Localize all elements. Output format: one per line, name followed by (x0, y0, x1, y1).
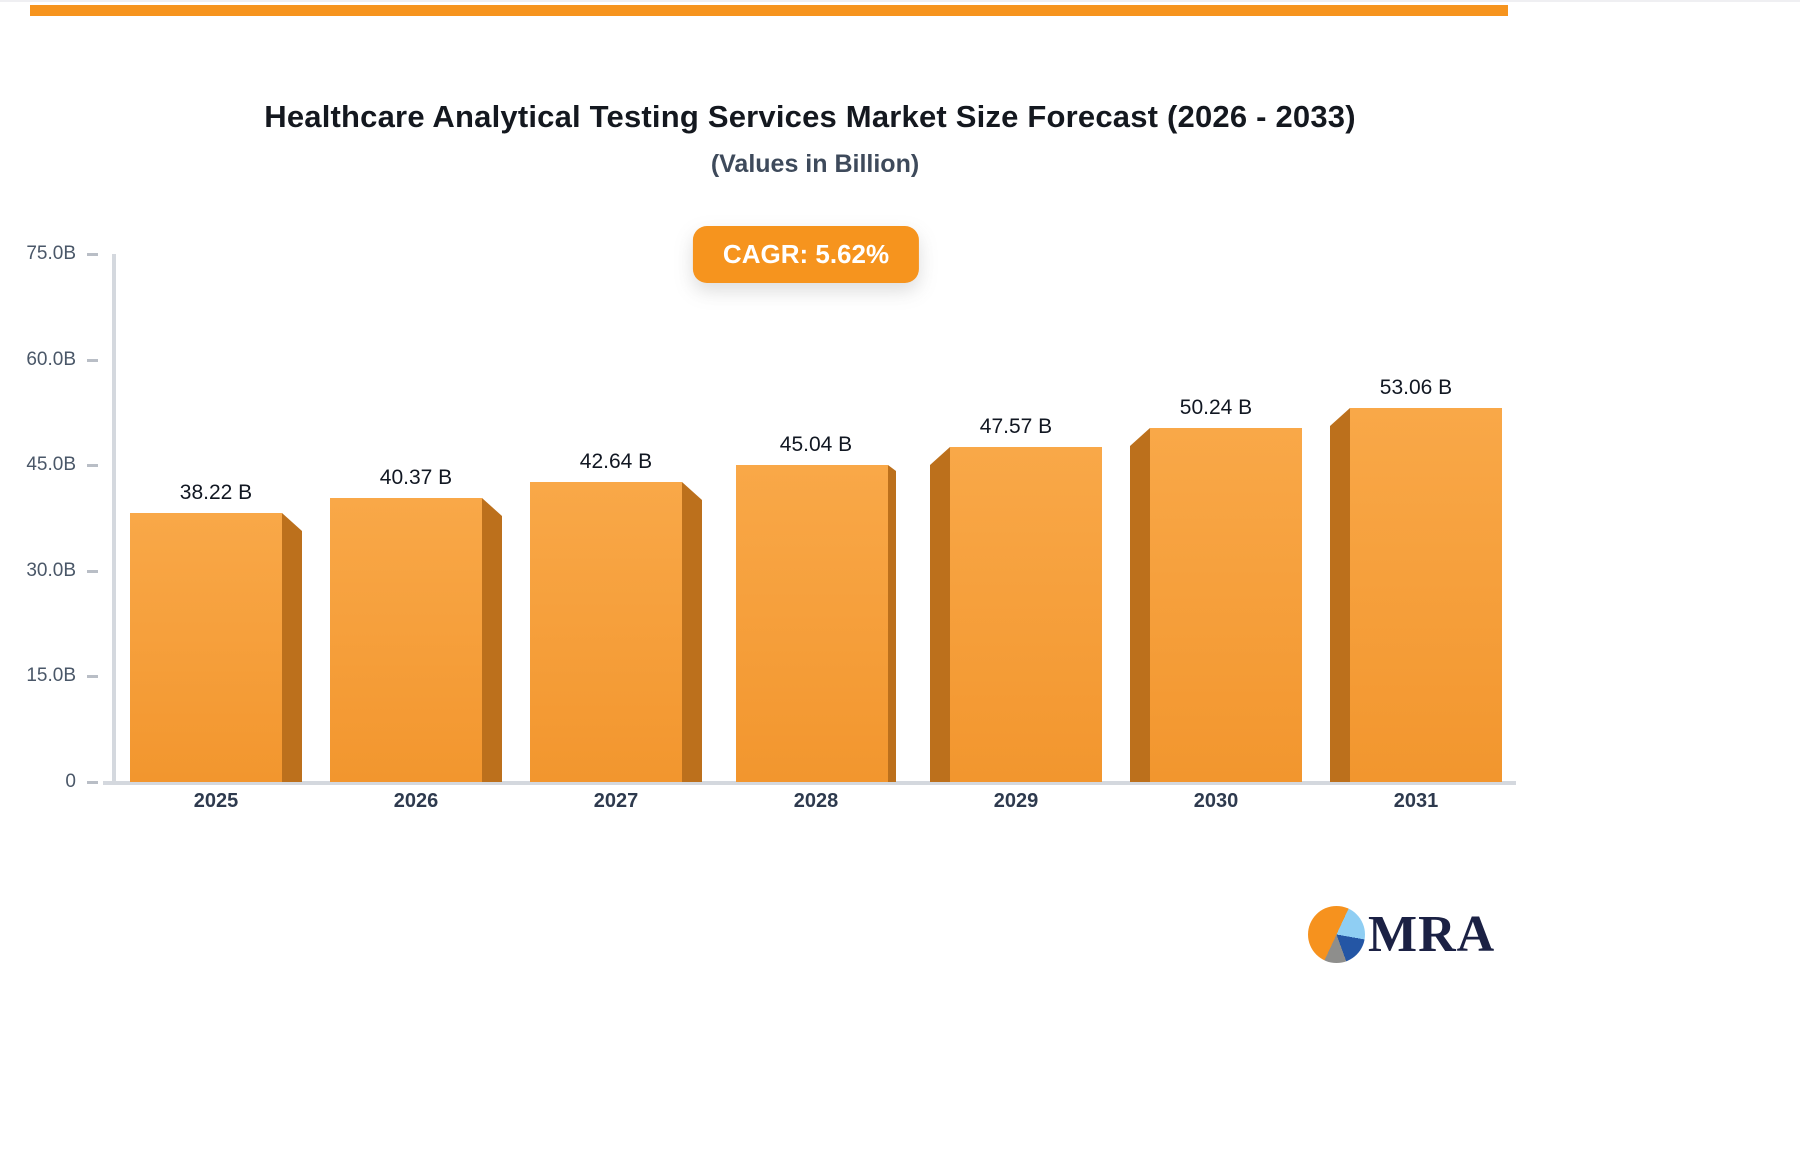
y-tick-mark (87, 675, 98, 679)
y-axis-line (112, 254, 116, 785)
bar-face-2025 (130, 513, 282, 782)
y-tick-label: 60.0B (26, 348, 76, 370)
bar-face-2026 (330, 498, 482, 782)
x-axis-label-2029: 2029 (993, 790, 1039, 812)
x-axis-label-2030: 2030 (1193, 790, 1239, 812)
y-tick-mark (87, 781, 98, 784)
x-axis-label-2031: 2031 (1393, 790, 1439, 812)
y-tick-label: 30.0B (26, 559, 76, 581)
y-tick-mark (87, 569, 98, 573)
chart-subtitle: (Values in Billion) (710, 150, 920, 178)
y-tick-mark (87, 464, 98, 468)
y-tick-label: 75.0B (26, 243, 76, 264)
y-tick-label: 15.0B (26, 665, 76, 687)
y-tick-mark (87, 358, 98, 362)
bar-side-2027 (682, 482, 702, 782)
bar-face-2029 (950, 447, 1102, 782)
y-tick-mark (87, 253, 98, 256)
top-progress-bar (30, 5, 1508, 16)
bar-value-label-2027: 42.64 B (579, 450, 653, 473)
bar-side-2025 (282, 513, 302, 782)
bar-value-label-2026: 40.37 B (379, 466, 453, 489)
bar-side-2026 (482, 498, 502, 782)
cagr-badge: CAGR: 5.62% (692, 226, 920, 283)
logo-text: MRA (1368, 905, 1496, 963)
chart-title: Healthcare Analytical Testing Services M… (264, 99, 1356, 134)
bar-value-label-2025: 38.22 B (179, 481, 253, 504)
y-tick-label: 45.0B (26, 454, 76, 476)
x-axis-label-2027: 2027 (593, 790, 639, 812)
y-tick-label: 0 (65, 771, 76, 792)
bar-side-2031 (1330, 408, 1350, 782)
x-axis-label-2026: 2026 (393, 790, 439, 812)
bar-value-label-2030: 50.24 B (1179, 396, 1253, 419)
bar-value-label-2029: 47.57 B (979, 415, 1053, 438)
bar-side-2029 (930, 447, 950, 782)
bar-face-2028 (736, 465, 888, 782)
bar-side-2028 (888, 465, 896, 782)
bar-side-2030 (1130, 428, 1150, 782)
x-axis-label-2028: 2028 (793, 790, 839, 812)
bar-face-2027 (530, 482, 682, 782)
bar-value-label-2028: 45.04 B (779, 433, 853, 456)
x-axis-label-2025: 2025 (193, 790, 239, 812)
plot-area: 38.22 B 40.37 B 42.64 B 45.04 B 47.57 B 50.24… (103, 254, 1516, 785)
bar-face-2030 (1150, 428, 1302, 782)
bar-value-label-2031: 53.06 B (1379, 376, 1453, 399)
x-axis-line (103, 781, 1516, 785)
brand-logo: MRA (1308, 904, 1495, 964)
bar-face-2031 (1350, 408, 1502, 782)
pie-chart-logo-icon (1308, 905, 1365, 963)
